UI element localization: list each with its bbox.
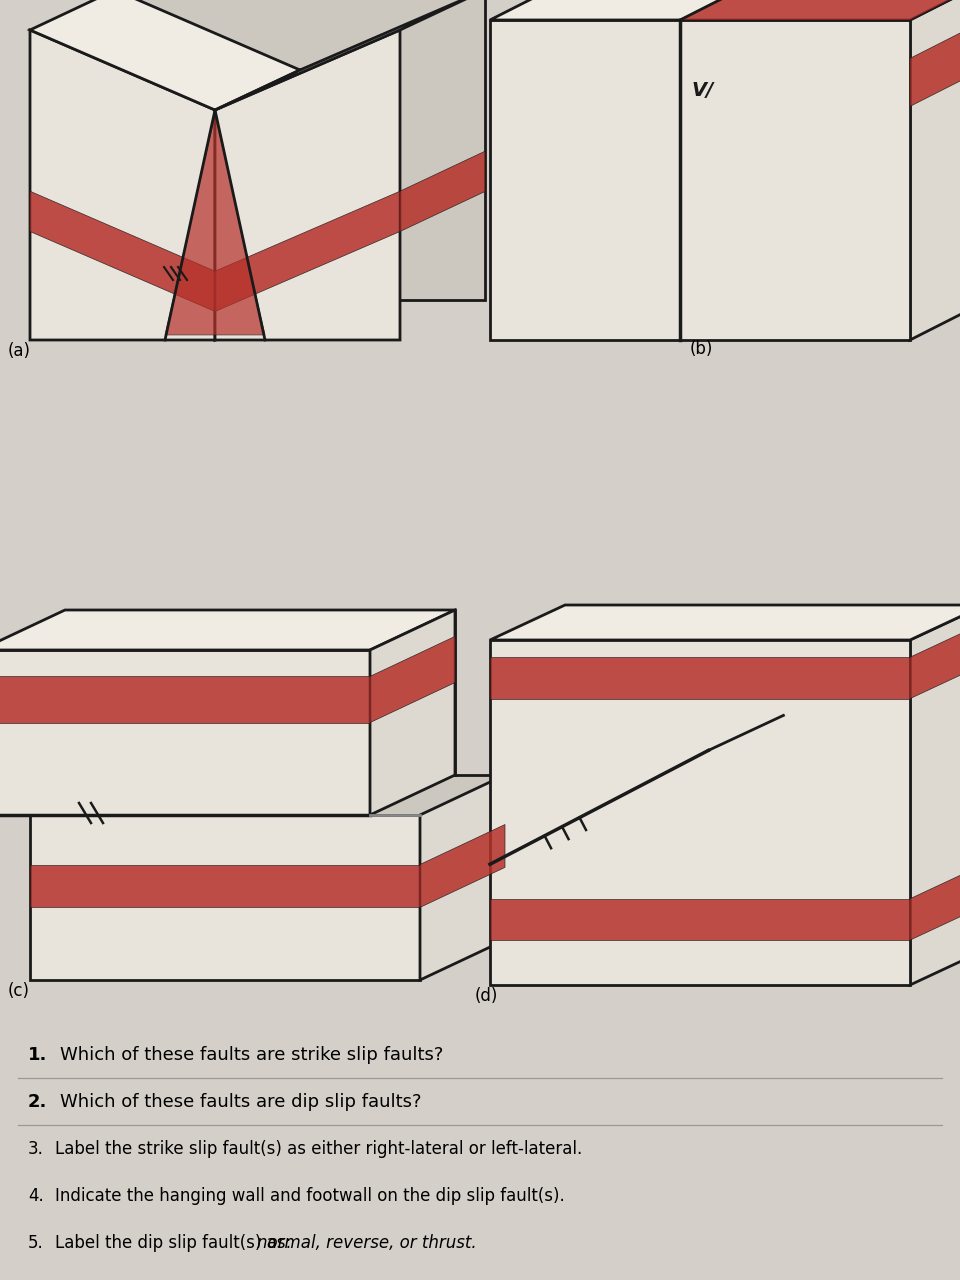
Polygon shape [910,864,960,940]
Polygon shape [0,611,455,650]
Text: 3.: 3. [28,1140,44,1158]
Polygon shape [0,650,370,815]
Text: Label the strike slip fault(s) as either right-lateral or left-lateral.: Label the strike slip fault(s) as either… [55,1140,583,1158]
Polygon shape [400,151,485,232]
Polygon shape [370,611,455,815]
Polygon shape [490,20,680,340]
Text: Which of these faults are strike slip faults?: Which of these faults are strike slip fa… [60,1046,444,1064]
Polygon shape [30,29,215,340]
Polygon shape [490,899,910,940]
Polygon shape [565,0,960,302]
Polygon shape [215,0,485,110]
Polygon shape [215,191,400,311]
Polygon shape [420,774,505,980]
Polygon shape [0,774,115,815]
Text: (d): (d) [475,987,498,1005]
Polygon shape [215,70,300,340]
Text: 1.: 1. [28,1046,47,1064]
Polygon shape [490,0,960,20]
Polygon shape [490,605,960,640]
Polygon shape [910,0,960,340]
Text: Indicate the hanging wall and footwall on the dip slip fault(s).: Indicate the hanging wall and footwall o… [55,1187,564,1204]
Text: normal, reverse, or thrust.: normal, reverse, or thrust. [256,1234,476,1252]
Polygon shape [910,622,960,699]
Polygon shape [910,605,960,986]
Text: Label the dip slip fault(s) as:: Label the dip slip fault(s) as: [55,1234,297,1252]
Text: (c): (c) [8,982,30,1000]
Text: (b): (b) [690,340,713,358]
Text: (a): (a) [8,342,31,360]
Polygon shape [910,20,960,106]
Polygon shape [115,0,485,300]
Polygon shape [490,657,910,699]
Polygon shape [30,191,215,311]
Text: 4.: 4. [28,1187,44,1204]
Polygon shape [115,774,505,940]
Polygon shape [30,864,420,908]
Polygon shape [370,636,455,723]
Polygon shape [30,0,300,110]
Polygon shape [215,29,400,340]
Polygon shape [680,0,960,20]
Polygon shape [30,815,420,980]
Polygon shape [680,20,910,340]
Text: 5.: 5. [28,1234,44,1252]
Polygon shape [65,611,455,774]
Polygon shape [0,676,370,723]
Polygon shape [565,605,960,950]
Text: Which of these faults are dip slip faults?: Which of these faults are dip slip fault… [60,1093,421,1111]
Polygon shape [165,115,265,335]
Polygon shape [490,640,910,986]
Text: V/: V/ [692,81,714,100]
Polygon shape [420,824,505,908]
Text: 2.: 2. [28,1093,47,1111]
